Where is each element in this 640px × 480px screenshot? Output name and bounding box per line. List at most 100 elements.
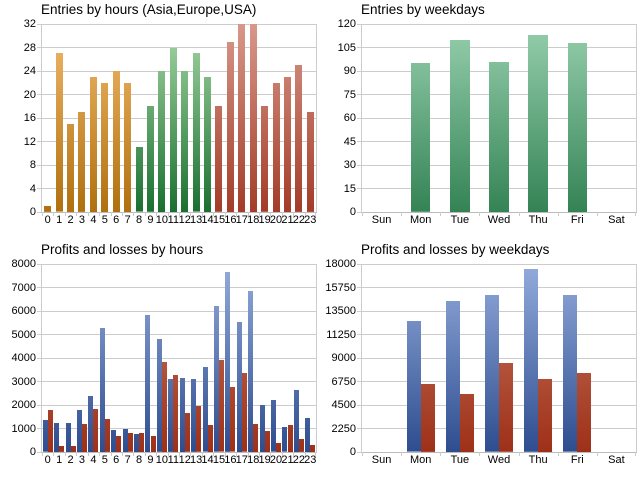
- x-tick-label: 22: [292, 214, 305, 226]
- y-tick-label: 13500: [325, 305, 356, 317]
- y-tick-label: 20: [23, 88, 36, 101]
- y-axis-tick: [37, 23, 41, 25]
- y-axis-tick: [37, 211, 41, 213]
- x-tick-label: 6: [113, 454, 120, 466]
- y-tick-label: 8: [29, 159, 36, 171]
- x-tick-label: 23: [304, 454, 317, 466]
- bar-losses-Wed: [499, 363, 514, 452]
- x-tick-label: Fri: [570, 454, 584, 466]
- x-axis-tick: [87, 212, 89, 216]
- x-tick-label: 4: [90, 454, 97, 466]
- y-tick-label: 5000: [11, 328, 36, 341]
- bar-profits-0: [42, 420, 48, 452]
- x-axis-tick: [304, 212, 306, 216]
- y-axis-tick: [357, 211, 361, 213]
- y-tick-label: 60: [343, 112, 356, 124]
- bar-losses-4: [93, 408, 99, 452]
- x-axis-tick: [270, 212, 272, 216]
- x-axis-tick: [518, 212, 520, 216]
- bar-entries-12: [181, 71, 189, 212]
- x-tick-label: 7: [124, 454, 131, 466]
- x-axis-tick: [190, 452, 192, 456]
- x-axis-tick: [479, 212, 481, 216]
- bar-profits-Fri: [563, 295, 578, 452]
- bar-profits-15: [213, 306, 219, 452]
- x-tick-label: Sat: [608, 214, 625, 226]
- bar-entries-4: [89, 76, 97, 212]
- bar-losses-1: [59, 446, 65, 452]
- x-tick-label: 0: [44, 454, 51, 466]
- bar-entries-Thu: [528, 35, 548, 212]
- plot-area: [37, 23, 317, 216]
- x-axis-tick: [596, 212, 598, 216]
- plot-area: [357, 23, 637, 216]
- x-axis-tick: [479, 452, 481, 456]
- y-axis-tick: [357, 451, 361, 453]
- x-axis-tick: [557, 212, 559, 216]
- bar-losses-Mon: [420, 384, 435, 452]
- bar-profits-2: [65, 422, 71, 452]
- x-axis-tick: [201, 452, 203, 456]
- y-axis-tick: [357, 357, 361, 359]
- gridline: [42, 141, 316, 142]
- y-tick-label: 12: [23, 135, 36, 148]
- x-axis-tick: [121, 452, 123, 456]
- bar-entries-21: [283, 76, 291, 212]
- bar-profits-23: [305, 417, 311, 452]
- x-tick-label: Tue: [450, 454, 470, 466]
- y-tick-label: 15: [343, 182, 356, 195]
- x-tick-label: 2: [67, 454, 74, 466]
- gridline: [42, 47, 316, 48]
- x-axis-tick: [247, 212, 249, 216]
- bar-losses-3: [82, 423, 87, 452]
- y-tick-label: 16: [23, 112, 36, 124]
- y-axis-labels: 0 1000 2000 3000 4000 5000 6000 7000 8000: [0, 258, 36, 458]
- x-axis-tick: [76, 452, 78, 456]
- y-axis-tick: [357, 47, 361, 48]
- gridline: [42, 188, 316, 189]
- y-axis-tick: [357, 263, 361, 265]
- gridline: [362, 287, 636, 288]
- y-tick-label: 4: [29, 182, 36, 195]
- y-tick-label: 6750: [331, 375, 356, 388]
- y-axis-tick: [37, 263, 41, 265]
- x-axis-tick: [110, 452, 112, 456]
- bar-losses-5: [104, 419, 110, 452]
- x-tick-label: 1: [56, 214, 63, 226]
- bar-profits-Thu: [524, 269, 539, 452]
- y-axis-tick: [37, 357, 41, 359]
- bar-entries-Mon: [410, 63, 431, 212]
- x-tick-label: 6: [113, 214, 120, 226]
- x-tick-label: Thu: [528, 454, 548, 466]
- bar-profits-16: [225, 272, 231, 452]
- y-tick-label: 0: [29, 206, 36, 218]
- y-tick-label: 24: [23, 65, 36, 77]
- bar-entries-Wed: [489, 61, 509, 212]
- x-tick-label: 12: [178, 454, 191, 466]
- bar-profits-6: [111, 429, 117, 452]
- x-tick-label: 20: [269, 214, 283, 226]
- x-axis-labels: 0 1 2 3 4 5 6 7 8 9 10 11 12 13 14 15 16 17 18 19 20 21 22 23: [42, 214, 317, 228]
- x-axis-tick: [167, 212, 169, 216]
- bar-profits-12: [179, 378, 185, 452]
- bar-entries-19: [261, 106, 269, 212]
- y-axis-tick: [37, 310, 41, 312]
- x-axis-tick: [144, 212, 146, 216]
- y-axis-tick: [357, 310, 361, 312]
- bar-profits-13: [191, 379, 197, 452]
- bar-losses-14: [207, 425, 213, 452]
- y-tick-label: 2000: [11, 399, 36, 411]
- y-axis-tick: [357, 287, 361, 288]
- x-tick-label: 17: [235, 454, 248, 466]
- bar-losses-11: [173, 374, 179, 452]
- y-axis-tick: [37, 381, 41, 382]
- y-tick-label: 8000: [11, 258, 36, 270]
- x-axis-tick: [133, 212, 135, 216]
- bar-entries-13: [192, 53, 200, 212]
- bar-entries-11: [169, 47, 177, 212]
- gridline: [42, 164, 316, 166]
- x-axis-tick: [362, 452, 363, 456]
- x-tick-label: 3: [78, 214, 86, 226]
- y-tick-label: 6000: [11, 305, 36, 317]
- y-tick-label: 105: [337, 41, 356, 54]
